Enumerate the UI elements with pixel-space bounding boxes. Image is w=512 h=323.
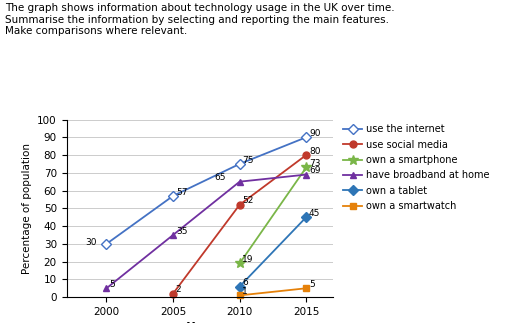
use the internet bbox=[303, 135, 309, 139]
Text: 57: 57 bbox=[176, 188, 187, 196]
Text: 5: 5 bbox=[309, 280, 315, 289]
Line: own a smartwatch: own a smartwatch bbox=[236, 285, 310, 299]
Text: 2: 2 bbox=[176, 285, 181, 294]
Line: have broadband at home: have broadband at home bbox=[103, 171, 310, 292]
use the internet bbox=[170, 194, 176, 198]
use social media bbox=[303, 153, 309, 157]
Line: own a tablet: own a tablet bbox=[236, 214, 310, 290]
have broadband at home bbox=[103, 286, 110, 290]
Text: 30: 30 bbox=[86, 238, 97, 247]
own a tablet bbox=[303, 215, 309, 219]
Line: use the internet: use the internet bbox=[103, 134, 310, 247]
own a smartwatch bbox=[303, 286, 309, 290]
Text: 5: 5 bbox=[109, 280, 115, 289]
have broadband at home bbox=[170, 233, 176, 237]
Text: 80: 80 bbox=[309, 147, 321, 156]
Text: 65: 65 bbox=[215, 173, 226, 182]
Text: 69: 69 bbox=[309, 166, 321, 175]
own a smartwatch bbox=[237, 293, 243, 297]
Legend: use the internet, use social media, own a smartphone, have broadband at home, ow: use the internet, use social media, own … bbox=[343, 124, 490, 211]
have broadband at home bbox=[237, 180, 243, 183]
Text: 45: 45 bbox=[309, 209, 321, 218]
Line: use social media: use social media bbox=[169, 151, 310, 297]
own a smartphone bbox=[237, 262, 243, 266]
Text: 52: 52 bbox=[242, 196, 254, 205]
Text: 73: 73 bbox=[309, 159, 321, 168]
use the internet bbox=[237, 162, 243, 166]
Text: 35: 35 bbox=[176, 227, 187, 235]
own a smartphone bbox=[303, 165, 309, 169]
Y-axis label: Percentage of population: Percentage of population bbox=[22, 143, 32, 274]
own a tablet bbox=[237, 285, 243, 288]
use social media bbox=[170, 292, 176, 296]
X-axis label: Year: Year bbox=[186, 322, 214, 323]
use the internet bbox=[103, 242, 110, 246]
Text: 75: 75 bbox=[242, 156, 254, 164]
Text: 1: 1 bbox=[242, 287, 248, 296]
Line: own a smartphone: own a smartphone bbox=[235, 162, 311, 268]
Text: 90: 90 bbox=[309, 129, 321, 138]
Text: 19: 19 bbox=[242, 255, 254, 264]
Text: The graph shows information about technology usage in the UK over time.
Summaris: The graph shows information about techno… bbox=[5, 3, 395, 36]
use social media bbox=[237, 203, 243, 207]
have broadband at home bbox=[303, 172, 309, 176]
Text: 6: 6 bbox=[242, 278, 248, 287]
